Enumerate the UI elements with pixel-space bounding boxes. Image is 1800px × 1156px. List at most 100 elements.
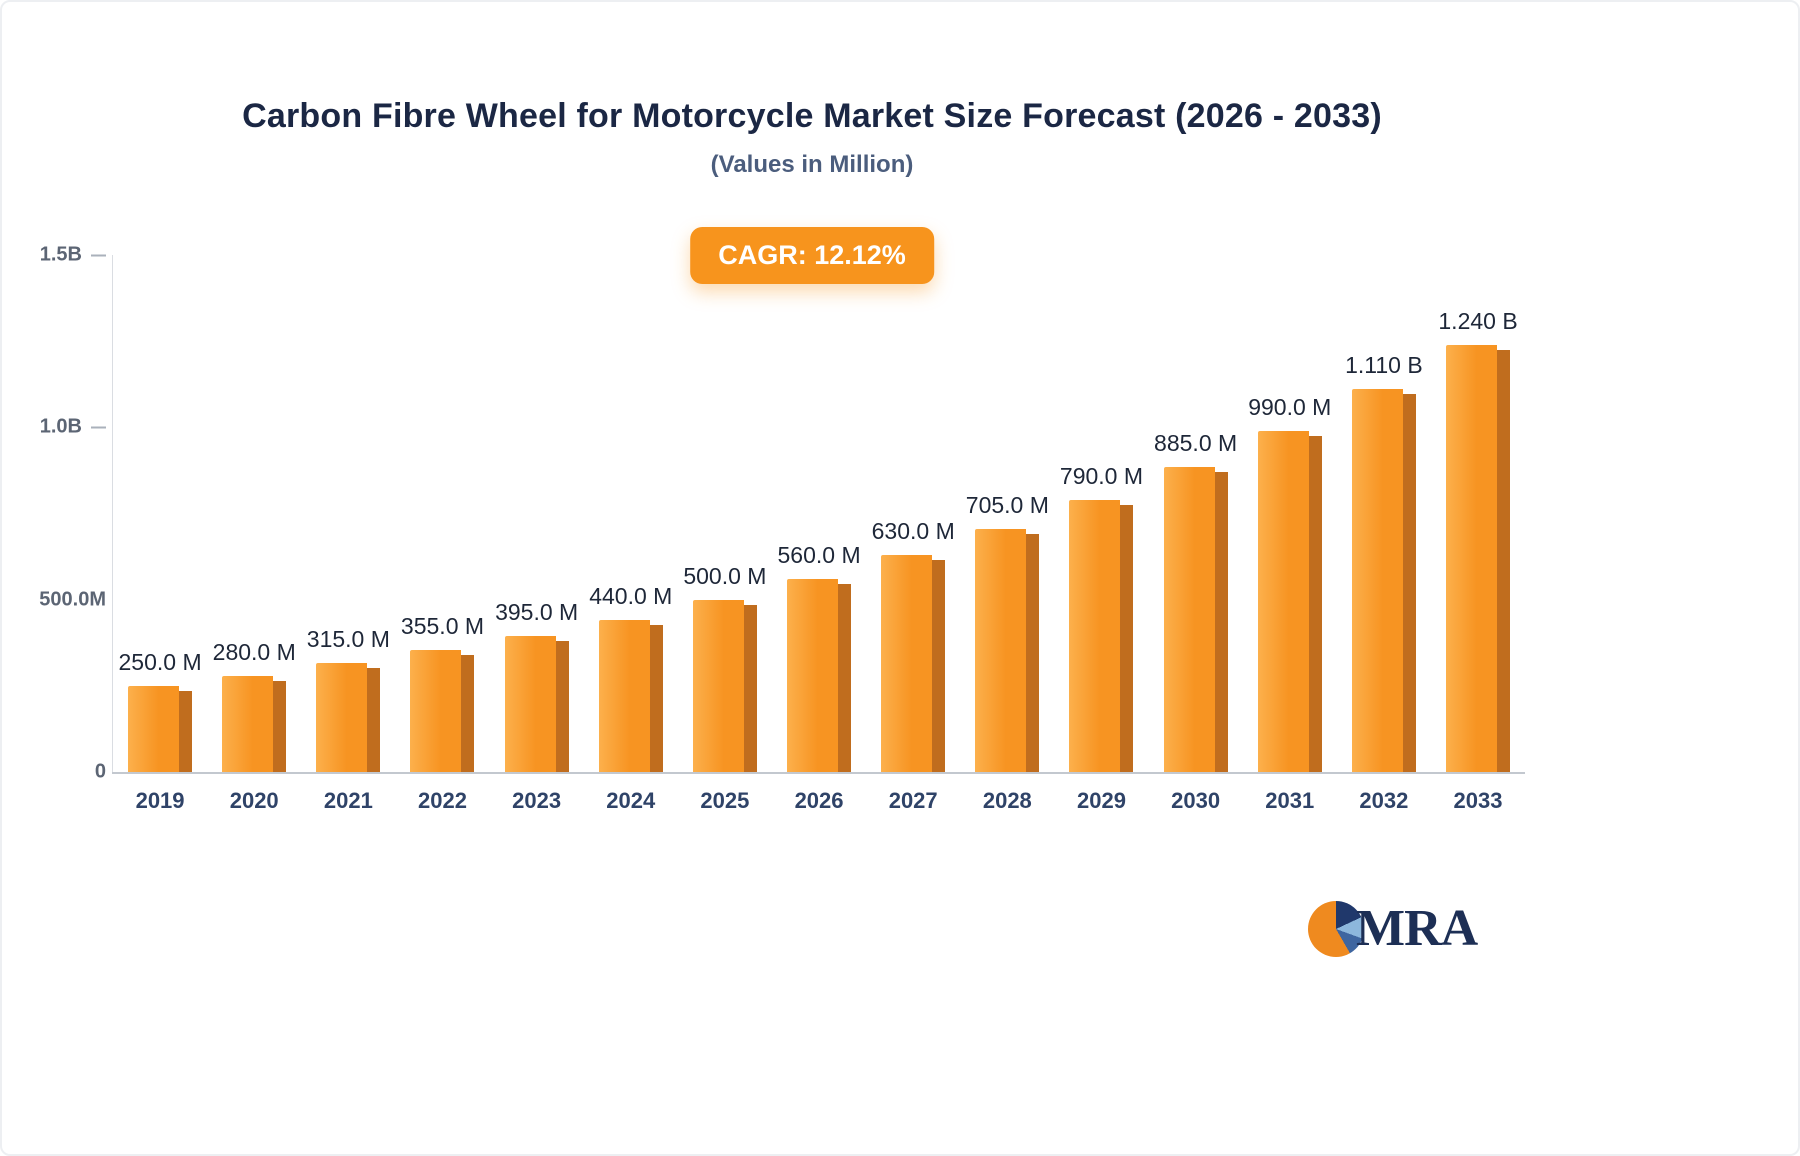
plot-area: 250.0 M 2019 280.0 M 2020 315.0 M 2021 355.0 M… — [112, 255, 1525, 814]
bar-front-face — [410, 649, 462, 772]
bar-side-face — [932, 559, 946, 772]
bar-value-label: 630.0 M — [871, 517, 955, 544]
bar-side-face — [1214, 471, 1228, 772]
y-axis-tick-label: 1.5B — [39, 243, 82, 266]
bar-front-face — [881, 554, 933, 772]
bar-2025 — [692, 599, 757, 772]
y-axis-tick-mark — [91, 254, 106, 256]
bar-column: 440.0 M 2024 — [584, 255, 678, 813]
bar-2023 — [504, 635, 569, 772]
y-axis-tick: 1.0B — [40, 416, 106, 439]
bar-2019 — [128, 685, 193, 772]
x-axis-label: 2026 — [794, 788, 844, 813]
bar-column: 705.0 M 2028 — [960, 255, 1054, 813]
bar-front-face — [787, 579, 839, 772]
bar-side-face — [838, 584, 852, 772]
bar-column: 1.110 B 2032 — [1337, 255, 1431, 813]
bar-front-face — [128, 685, 180, 772]
x-axis-line — [112, 772, 1525, 774]
x-axis-label: 2031 — [1265, 788, 1315, 813]
bar-2024 — [598, 620, 663, 772]
bar-column: 630.0 M 2027 — [866, 255, 960, 813]
bar-column: 395.0 M 2023 — [490, 255, 584, 813]
x-axis-label: 2025 — [700, 788, 750, 813]
chart-title: Carbon Fibre Wheel for Motorcycle Market… — [242, 97, 1382, 135]
bar-column: 990.0 M 2031 — [1243, 255, 1337, 813]
x-axis-label: 2023 — [512, 788, 562, 813]
bar-value-label: 315.0 M — [306, 626, 390, 653]
bar-column: 250.0 M 2019 — [113, 255, 207, 813]
bar-side-face — [555, 640, 569, 772]
bar-2032 — [1351, 389, 1416, 772]
bar-side-face — [273, 680, 287, 772]
x-axis-label: 2030 — [1171, 788, 1221, 813]
bar-value-label: 355.0 M — [400, 612, 485, 639]
y-axis-tick-label: 0 — [94, 760, 106, 783]
bar-value-label: 1.240 B — [1438, 307, 1518, 334]
bar-column: 280.0 M 2020 — [207, 255, 301, 814]
x-axis-label: 2021 — [323, 788, 373, 813]
bar-front-face — [692, 599, 744, 772]
bar-front-face — [598, 620, 650, 772]
bar-column: 885.0 M 2030 — [1149, 255, 1243, 813]
x-axis-label: 2029 — [1076, 788, 1126, 813]
x-axis-label: 2028 — [982, 788, 1032, 813]
bar-side-face — [461, 654, 475, 772]
x-axis-label: 2020 — [229, 788, 279, 813]
bar-side-face — [1497, 349, 1511, 772]
bar-front-face — [1163, 466, 1215, 772]
bar-series: 250.0 M 2019 280.0 M 2020 315.0 M 2021 355.0 M… — [113, 255, 1525, 814]
bar-front-face — [975, 529, 1027, 772]
bar-2030 — [1163, 466, 1228, 772]
bar-side-face — [1402, 394, 1416, 772]
bar-front-face — [316, 663, 368, 772]
bar-side-face — [649, 625, 663, 772]
y-axis-tick: 1.5B — [40, 244, 106, 267]
bar-side-face — [1026, 534, 1040, 772]
bar-side-face — [1308, 435, 1322, 772]
y-axis-tick-label: 1.0B — [39, 415, 82, 438]
bar-2029 — [1069, 499, 1134, 772]
chart-container: Carbon Fibre Wheel for Motorcycle Market… — [2, 2, 1622, 1154]
bar-side-face — [1120, 504, 1134, 772]
x-axis-label: 2033 — [1453, 788, 1503, 813]
y-axis-tick: 500.0M — [39, 588, 106, 611]
x-axis-label: 2032 — [1359, 788, 1409, 813]
bar-2022 — [410, 649, 475, 772]
bar-2020 — [222, 675, 287, 772]
bar-front-face — [504, 635, 556, 772]
bar-column: 355.0 M 2022 — [395, 255, 489, 813]
bar-column: 790.0 M 2029 — [1054, 255, 1148, 813]
bar-value-label: 250.0 M — [118, 648, 202, 675]
bar-value-label: 705.0 M — [965, 492, 1049, 519]
bar-side-face — [743, 604, 757, 772]
x-axis-label: 2024 — [606, 788, 656, 813]
y-axis: 1.5B 1.0B 500.0M 0 — [2, 244, 106, 783]
bar-2028 — [975, 529, 1040, 772]
y-axis-tick-mark — [91, 426, 106, 429]
bar-value-label: 885.0 M — [1154, 429, 1238, 456]
bar-column: 500.0 M 2025 — [678, 255, 772, 813]
bar-value-label: 560.0 M — [777, 542, 861, 568]
cagr-badge: CAGR: 12.12% — [690, 227, 934, 284]
bar-value-label: 790.0 M — [1059, 462, 1144, 489]
bar-2026 — [787, 579, 852, 772]
bar-column: 1.240 B 2033 — [1431, 255, 1525, 813]
bar-2033 — [1446, 344, 1511, 772]
bar-value-label: 280.0 M — [212, 638, 296, 665]
x-axis-label: 2019 — [135, 788, 185, 813]
bar-column: 315.0 M 2021 — [301, 255, 395, 813]
bar-side-face — [367, 668, 381, 772]
bar-2027 — [881, 554, 946, 772]
pie-logo-icon — [1308, 900, 1364, 957]
chart-subtitle: (Values in Million) — [710, 151, 914, 178]
bar-front-face — [1069, 499, 1121, 772]
brand-logo-text: MRA — [1356, 900, 1478, 957]
bar-value-label: 990.0 M — [1248, 393, 1332, 420]
y-axis-tick: 0 — [95, 761, 106, 784]
bar-value-label: 1.110 B — [1345, 352, 1423, 379]
bar-front-face — [1351, 389, 1403, 772]
bar-side-face — [179, 690, 193, 772]
bar-2021 — [316, 663, 381, 772]
